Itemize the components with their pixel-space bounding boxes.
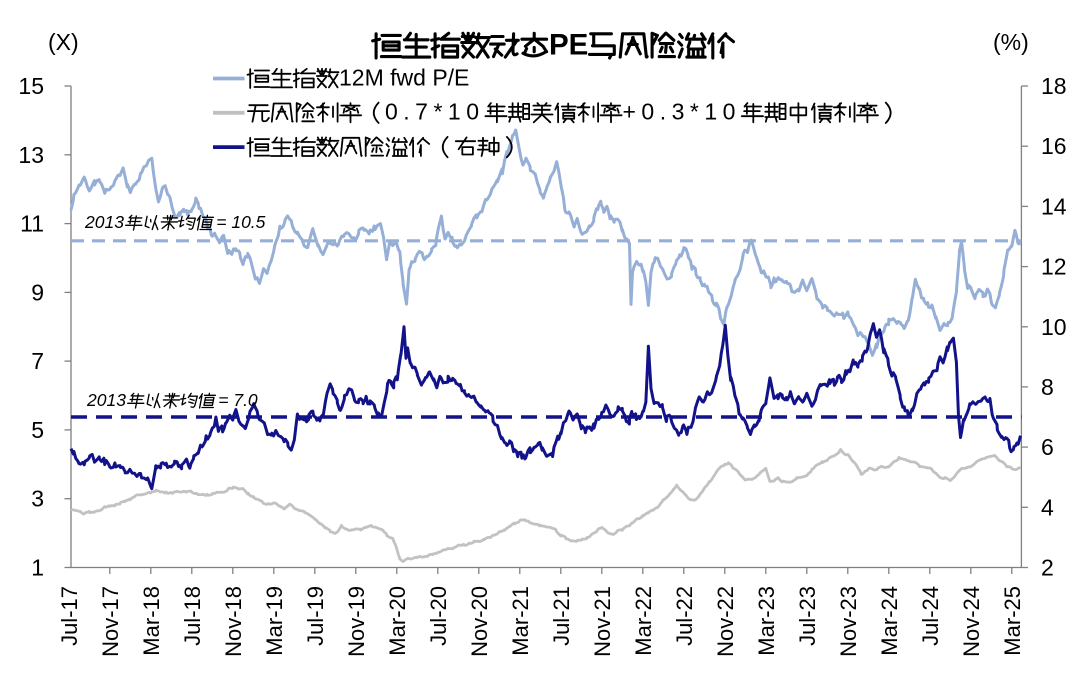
svg-text:12: 12 <box>1041 254 1067 280</box>
svg-text:Mar-20: Mar-20 <box>385 586 410 656</box>
svg-text:Mar-21: Mar-21 <box>508 586 533 656</box>
svg-text:Jul-24: Jul-24 <box>918 586 943 646</box>
svg-text:Jul-22: Jul-22 <box>672 586 697 646</box>
svg-text:Nov-21: Nov-21 <box>590 586 615 657</box>
svg-text:7: 7 <box>31 348 44 374</box>
svg-text:Jul-17: Jul-17 <box>57 586 82 646</box>
svg-text:Mar-23: Mar-23 <box>754 586 779 656</box>
svg-text:5: 5 <box>31 417 44 443</box>
svg-text:2013: 2013 <box>84 212 124 232</box>
svg-text:9: 9 <box>31 279 44 305</box>
svg-text:3: 3 <box>31 486 44 512</box>
svg-text:Jul-21: Jul-21 <box>549 586 574 646</box>
svg-text:Mar-24: Mar-24 <box>877 586 902 656</box>
svg-text:6: 6 <box>1041 434 1054 460</box>
svg-text:15: 15 <box>18 73 44 99</box>
svg-text:= 10.5: = 10.5 <box>211 212 265 232</box>
svg-text:14: 14 <box>1041 193 1067 219</box>
svg-text:Nov-22: Nov-22 <box>713 586 738 657</box>
svg-text:0.7*10: 0.7*10 <box>385 99 485 125</box>
svg-text:Nov-18: Nov-18 <box>221 586 246 657</box>
svg-text:Nov-24: Nov-24 <box>959 586 984 657</box>
svg-text:10: 10 <box>1041 314 1067 340</box>
svg-text:+0.3*10: +0.3*10 <box>623 99 741 125</box>
svg-text:12M fwd P/E: 12M fwd P/E <box>339 64 469 90</box>
svg-text:Mar-22: Mar-22 <box>631 586 656 656</box>
svg-text:Mar-25: Mar-25 <box>1000 586 1025 656</box>
svg-text:Jul-20: Jul-20 <box>426 586 451 646</box>
svg-text:Nov-19: Nov-19 <box>344 586 369 657</box>
svg-text:Mar-18: Mar-18 <box>139 586 164 656</box>
svg-text:= 7.0: = 7.0 <box>213 390 258 410</box>
svg-text:Nov-20: Nov-20 <box>467 586 492 657</box>
svg-text:1: 1 <box>31 555 44 581</box>
svg-text:16: 16 <box>1041 133 1067 159</box>
svg-text:Jul-23: Jul-23 <box>795 586 820 646</box>
svg-text:Jul-19: Jul-19 <box>303 586 328 646</box>
svg-text:(X): (X) <box>48 29 79 55</box>
svg-text:PE: PE <box>549 29 588 62</box>
svg-text:13: 13 <box>18 142 44 168</box>
svg-text:4: 4 <box>1041 494 1054 520</box>
svg-text:Mar-19: Mar-19 <box>262 586 287 656</box>
svg-text:2013: 2013 <box>86 390 126 410</box>
svg-text:Nov-17: Nov-17 <box>98 586 123 657</box>
svg-text:Nov-23: Nov-23 <box>836 586 861 657</box>
svg-text:Jul-18: Jul-18 <box>180 586 205 646</box>
svg-text:11: 11 <box>20 211 44 237</box>
svg-text:18: 18 <box>1041 73 1067 99</box>
svg-text:2: 2 <box>1041 555 1054 581</box>
svg-text:8: 8 <box>1041 374 1054 400</box>
svg-text:(%): (%) <box>993 29 1029 55</box>
